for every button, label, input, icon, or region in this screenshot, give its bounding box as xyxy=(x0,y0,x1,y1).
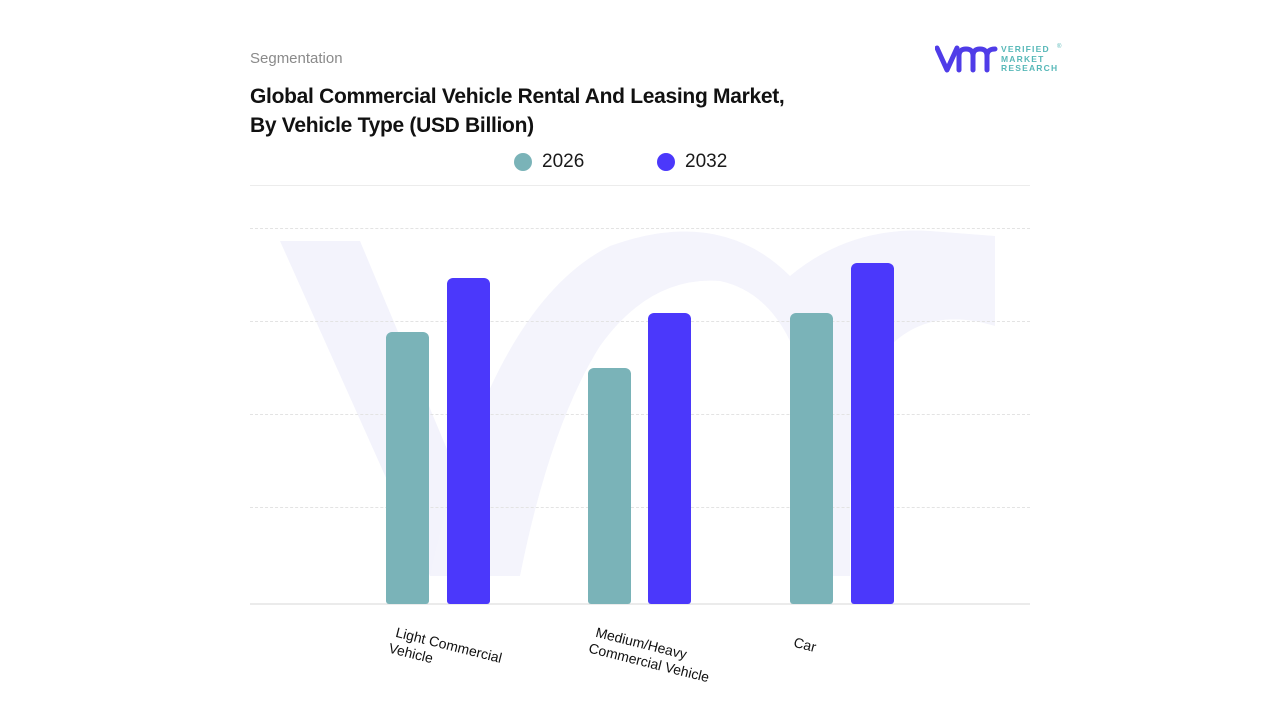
chart-title: Global Commercial Vehicle Rental And Lea… xyxy=(250,82,850,140)
gridline xyxy=(250,321,1030,322)
gridline xyxy=(250,414,1030,415)
legend-item-2032: 2032 xyxy=(657,150,727,174)
x-label-car: Car xyxy=(792,634,818,656)
legend-label-2026: 2026 xyxy=(542,151,585,172)
watermark-logo-icon xyxy=(280,230,995,576)
bar-lcv-2032 xyxy=(447,278,490,604)
legend-dot-2026-icon xyxy=(514,153,532,171)
bar-lcv-2026 xyxy=(386,332,429,604)
x-label-medium-heavy-commercial-vehicle: Medium/Heavy Commercial Vehicle xyxy=(587,624,715,686)
plot-area xyxy=(250,186,1030,606)
bar-mhcv-2032 xyxy=(648,313,691,604)
legend-label-2032: 2032 xyxy=(685,151,728,172)
bar-mhcv-2026 xyxy=(588,368,631,604)
legend-dot-2032-icon xyxy=(657,153,675,171)
legend-item-2026: 2026 xyxy=(514,150,584,174)
logo-line2: MARKET xyxy=(1001,53,1045,64)
gridline xyxy=(250,228,1030,229)
x-label-light-commercial-vehicle: Light Commercial Vehicle xyxy=(387,624,504,683)
x-axis-baseline xyxy=(250,603,1030,605)
logo-line1: VERIFIED xyxy=(1001,44,1050,54)
chart-subtitle: Segmentation xyxy=(250,50,343,67)
chart-title-line2: By Vehicle Type (USD Billion) xyxy=(250,114,534,137)
registered-mark: ® xyxy=(1057,44,1062,50)
chart-title-line1: Global Commercial Vehicle Rental And Lea… xyxy=(250,85,785,108)
x-label-car-line1: Car xyxy=(792,634,818,655)
logo-wordmark: VERIFIED MARKET RESEARCH xyxy=(1001,44,1059,74)
bar-car-2026 xyxy=(790,313,833,604)
bar-car-2032 xyxy=(851,263,894,604)
verified-market-research-logo: VERIFIED MARKET RESEARCH ® xyxy=(935,44,1065,76)
gridline xyxy=(250,507,1030,508)
vmr-logo-icon xyxy=(935,45,998,73)
top-divider xyxy=(250,185,1030,186)
chart-legend: 2026 2032 xyxy=(0,150,1280,174)
logo-line3: RESEARCH xyxy=(1001,63,1059,73)
